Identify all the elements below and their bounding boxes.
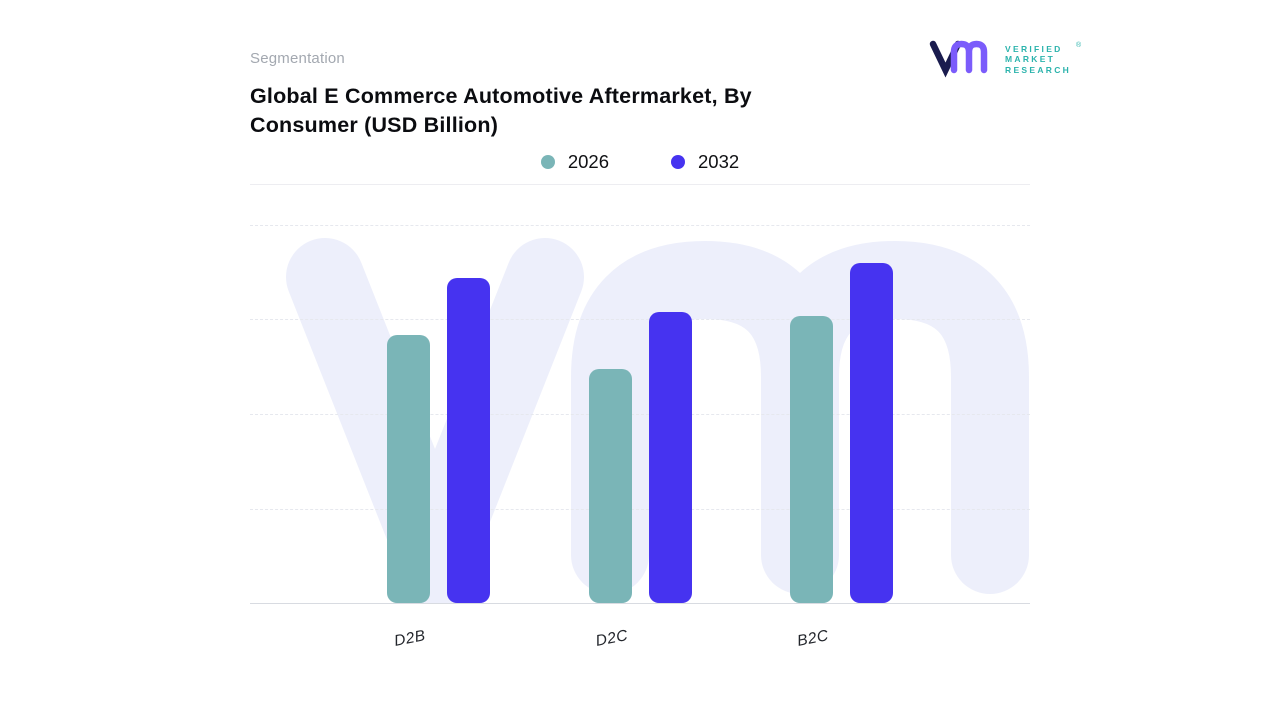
x-axis-labels: D2B D2C B2C [250,627,1030,664]
header-divider [250,184,1030,185]
chart-title: Global E Commerce Automotive Aftermarket… [250,82,870,140]
legend-label: 2032 [698,151,740,172]
gridline [250,225,1030,226]
bar-2032-d2b [447,278,490,603]
bar-group-d2c [589,225,692,603]
bar-2026-d2c [589,369,632,603]
registered-mark: ® [1075,41,1082,49]
bar-2032-b2c [850,263,893,603]
vmr-monogram-icon [928,36,994,83]
bar-2026-d2b [387,335,430,603]
legend-label: 2026 [567,151,609,172]
x-axis-label-b2c: B2C [795,627,831,650]
legend-swatch-icon [671,155,685,169]
brand-line-market: MARKET [1005,54,1056,65]
brand-line-verified: VERIFIED [1005,43,1063,54]
bar-group-b2c [790,225,893,603]
x-axis-label-d2b: D2B [392,627,428,650]
segmentation-label: Segmentation [250,50,345,67]
gridline [250,319,1030,320]
plot-area [250,225,1030,661]
legend-swatch-icon [540,155,555,169]
brand-line-research: RESEARCH [1005,64,1072,75]
gridline [250,509,1030,510]
legend-item-2026: 2026 [540,151,609,173]
chart-title-line1: Global E Commerce Automotive Aftermarket… [250,84,752,108]
legend-item-2032: 2032 [671,151,739,173]
brand-logo: VERIFIED MARKET RESEARCH ® [928,36,1081,83]
chart-title-line2: Consumer (USD Billion) [250,113,499,137]
bar-2032-d2c [649,312,692,603]
brand-name: VERIFIED MARKET RESEARCH ® [1005,41,1082,76]
chart-legend: 2026 2032 [250,149,1030,175]
x-axis-baseline [250,603,1030,604]
bar-groups [250,225,1030,603]
gridline [250,414,1030,415]
bar-group-d2b [387,225,490,603]
x-axis-label-d2c: D2C [594,627,630,650]
bar-2026-b2c [790,316,833,603]
